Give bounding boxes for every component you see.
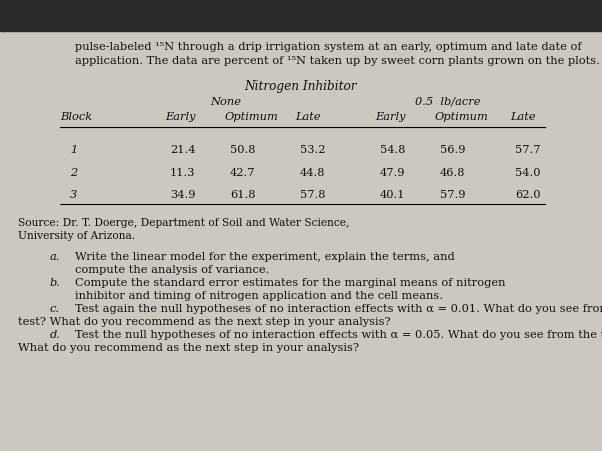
Text: Test again the null hypotheses of no interaction effects with α = 0.01. What do : Test again the null hypotheses of no int… (75, 304, 602, 313)
Text: 2: 2 (70, 168, 77, 178)
Text: What do you recommend as the next step in your analysis?: What do you recommend as the next step i… (18, 342, 359, 352)
Text: compute the analysis of variance.: compute the analysis of variance. (75, 264, 269, 274)
Text: d.: d. (50, 329, 61, 339)
Text: 50.8: 50.8 (230, 145, 255, 155)
Text: 11.3: 11.3 (170, 168, 196, 178)
Text: 44.8: 44.8 (300, 168, 326, 178)
Text: Write the linear model for the experiment, explain the terms, and: Write the linear model for the experimen… (75, 252, 455, 262)
Text: Compute the standard error estimates for the marginal means of nitrogen: Compute the standard error estimates for… (75, 277, 506, 287)
Text: 53.2: 53.2 (300, 145, 326, 155)
Text: 46.8: 46.8 (440, 168, 465, 178)
Text: 42.7: 42.7 (230, 168, 255, 178)
Text: 3: 3 (70, 189, 77, 199)
Text: a.: a. (50, 252, 60, 262)
Bar (0, 0, 602, 32)
Text: None: None (210, 97, 241, 107)
Text: 57.9: 57.9 (440, 189, 465, 199)
Text: Early: Early (165, 112, 196, 122)
Text: test? What do you recommend as the next step in your analysis?: test? What do you recommend as the next … (18, 316, 391, 326)
Text: 1: 1 (70, 145, 77, 155)
Text: Early: Early (375, 112, 406, 122)
Text: 61.8: 61.8 (230, 189, 255, 199)
Text: 62.0: 62.0 (515, 189, 541, 199)
Text: University of Arizona.: University of Arizona. (18, 230, 135, 240)
Text: Late: Late (295, 112, 321, 122)
Text: 21.4: 21.4 (170, 145, 196, 155)
Text: 57.7: 57.7 (515, 145, 541, 155)
Text: 54.0: 54.0 (515, 168, 541, 178)
Text: 56.9: 56.9 (440, 145, 465, 155)
Text: Optimum: Optimum (435, 112, 489, 122)
Text: 40.1: 40.1 (380, 189, 406, 199)
Text: 57.8: 57.8 (300, 189, 326, 199)
Text: Nitrogen Inhibitor: Nitrogen Inhibitor (245, 80, 357, 93)
Text: c.: c. (50, 304, 60, 313)
Text: Source: Dr. T. Doerge, Department of Soil and Water Science,: Source: Dr. T. Doerge, Department of Soi… (18, 217, 349, 227)
Text: inhibitor and timing of nitrogen application and the cell means.: inhibitor and timing of nitrogen applica… (75, 290, 443, 300)
Text: b.: b. (50, 277, 61, 287)
Text: Block: Block (60, 112, 92, 122)
Text: application. The data are percent of ¹⁵N taken up by sweet corn plants grown on : application. The data are percent of ¹⁵N… (75, 56, 600, 66)
Text: 54.8: 54.8 (380, 145, 406, 155)
Text: 34.9: 34.9 (170, 189, 196, 199)
Text: Late: Late (510, 112, 536, 122)
Text: Optimum: Optimum (225, 112, 279, 122)
Text: pulse-labeled ¹⁵N through a drip irrigation system at an early, optimum and late: pulse-labeled ¹⁵N through a drip irrigat… (75, 42, 582, 52)
Text: Test the null hypotheses of no interaction effects with α = 0.05. What do you se: Test the null hypotheses of no interacti… (75, 329, 602, 339)
Text: 0.5  lb/acre: 0.5 lb/acre (415, 97, 480, 107)
Text: 47.9: 47.9 (380, 168, 406, 178)
